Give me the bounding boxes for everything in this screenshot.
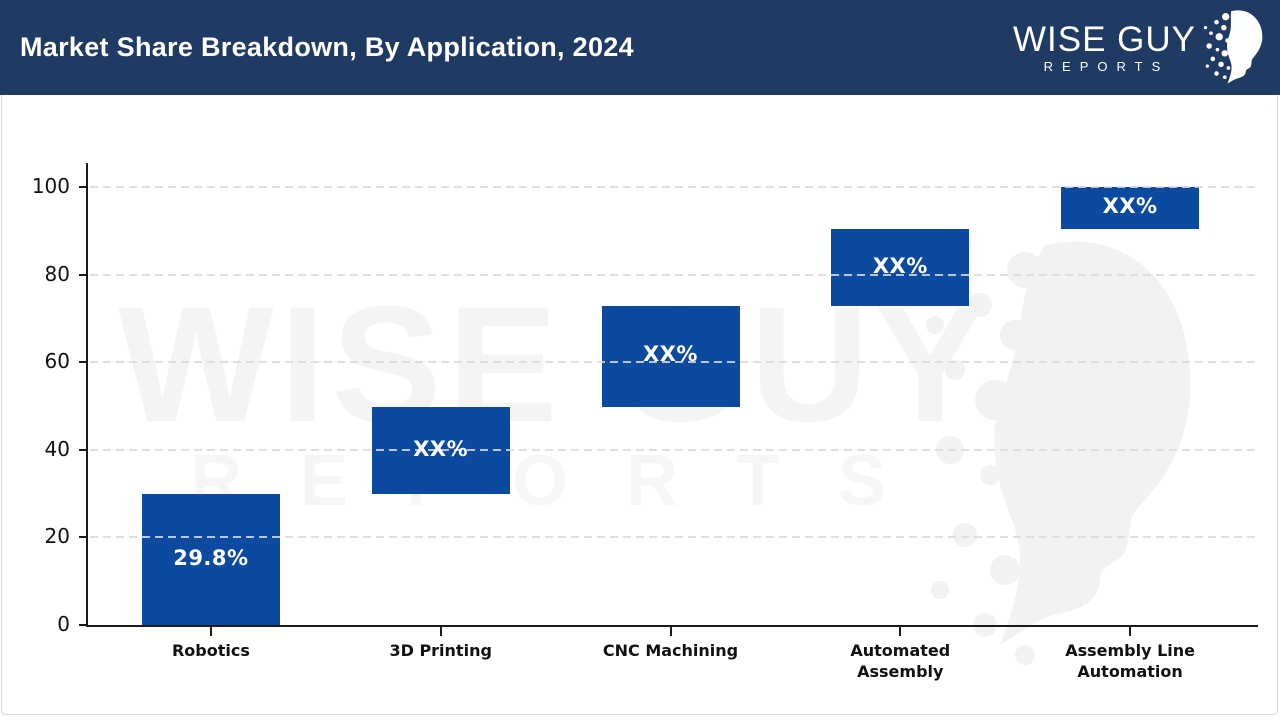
- x-axis-tick: [899, 627, 902, 636]
- y-axis-tick: [79, 448, 88, 451]
- page-title: Market Share Breakdown, By Application, …: [20, 32, 634, 62]
- y-tick-label: 0: [57, 612, 70, 636]
- x-axis-tick: [439, 627, 442, 636]
- bar-value-label: 29.8%: [173, 545, 249, 570]
- x-category-label: Robotics: [171, 641, 250, 660]
- x-axis-tick: [209, 627, 212, 636]
- y-axis-tick: [79, 186, 88, 188]
- y-tick-label: 80: [44, 261, 70, 286]
- y-tick-label: 40: [44, 436, 70, 461]
- y-axis-tick: [79, 273, 88, 276]
- x-category-label: Automated Assembly: [850, 641, 951, 681]
- brand-logo-text: WISE GUY REPORTS: [1013, 22, 1196, 73]
- y-tick-label: 60: [44, 349, 70, 374]
- gridline: [90, 273, 1258, 276]
- bar: [1061, 187, 1200, 230]
- y-axis-spine: [86, 163, 88, 627]
- y-axis-tick: [79, 624, 88, 626]
- watermark-text-2: REPORTS: [190, 441, 945, 521]
- watermark-face-icon: [905, 205, 1195, 709]
- gridline: [90, 448, 1258, 451]
- x-axis-tick: [1129, 627, 1132, 636]
- brand-logo-subtitle: REPORTS: [1043, 59, 1170, 74]
- x-category-label: CNC Machining: [602, 641, 739, 660]
- y-tick-label: 20: [44, 524, 70, 549]
- y-tick-label: 100: [31, 174, 70, 198]
- brand-logo: WISE GUY REPORTS: [1013, 6, 1266, 90]
- bar-value-label: XX%: [413, 436, 469, 461]
- bar: [141, 494, 280, 625]
- bar: [601, 305, 740, 407]
- x-axis-spine: [86, 625, 1258, 627]
- gridline: [90, 186, 1258, 188]
- y-axis-tick: [79, 361, 88, 364]
- bar-value-label: XX%: [1102, 194, 1158, 219]
- dotted-face-icon: [1200, 6, 1266, 90]
- watermark: WISE GUY REPORTS: [0, 95, 1280, 720]
- x-category-label: Assembly Line Automation: [1065, 641, 1195, 681]
- y-axis-tick: [79, 536, 88, 539]
- bar-value-label: XX%: [643, 342, 698, 367]
- bar-value-label: XX%: [872, 253, 928, 278]
- x-axis-tick: [669, 627, 672, 636]
- header-bar: Market Share Breakdown, By Application, …: [0, 0, 1280, 95]
- x-category-label: 3D Printing: [389, 641, 492, 660]
- gridline: [90, 361, 1258, 364]
- gridline: [90, 536, 1258, 539]
- brand-logo-name: WISE GUY: [1012, 20, 1196, 59]
- bar: [831, 229, 970, 306]
